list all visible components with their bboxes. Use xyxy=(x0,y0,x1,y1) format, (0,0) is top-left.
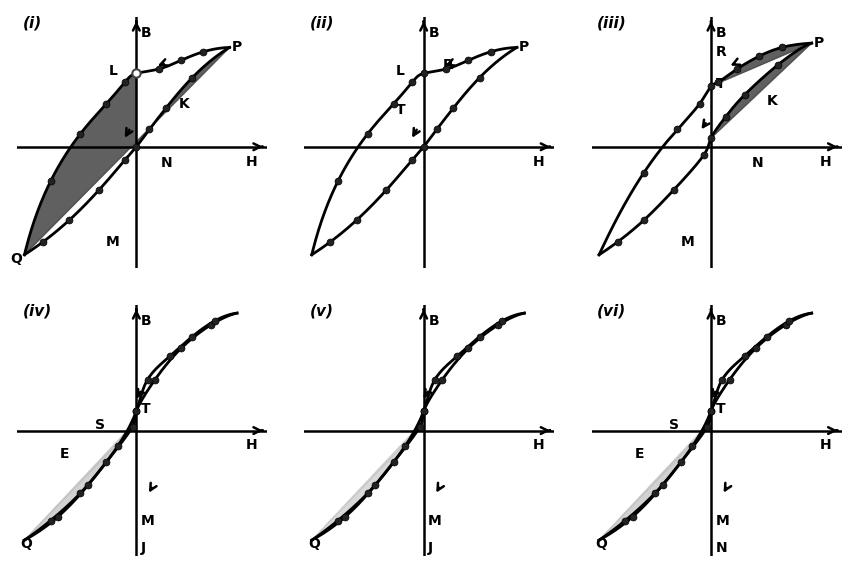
Text: H: H xyxy=(820,438,831,452)
Text: N: N xyxy=(161,156,173,170)
Polygon shape xyxy=(599,430,705,540)
Text: P: P xyxy=(231,41,241,54)
Text: M: M xyxy=(428,513,442,528)
Text: P: P xyxy=(518,41,529,54)
Text: K: K xyxy=(767,95,778,108)
Text: L: L xyxy=(109,64,117,78)
Text: (iii): (iii) xyxy=(598,15,627,30)
Text: M: M xyxy=(105,235,120,249)
Polygon shape xyxy=(25,48,230,255)
Text: Q: Q xyxy=(20,537,32,551)
Text: S: S xyxy=(669,418,679,431)
Text: N: N xyxy=(752,156,763,170)
Text: E: E xyxy=(60,447,69,461)
Text: J: J xyxy=(428,541,434,555)
Text: N: N xyxy=(716,541,727,555)
Text: M: M xyxy=(141,513,155,528)
Text: H: H xyxy=(246,155,257,168)
Polygon shape xyxy=(312,430,417,540)
Text: B: B xyxy=(141,314,152,328)
Text: B: B xyxy=(716,26,727,40)
Text: B: B xyxy=(716,314,727,328)
Text: B: B xyxy=(428,26,439,40)
Polygon shape xyxy=(25,430,130,540)
Text: H: H xyxy=(820,155,831,168)
Text: (vi): (vi) xyxy=(598,303,626,319)
Polygon shape xyxy=(706,411,711,430)
Text: Q: Q xyxy=(595,537,607,551)
Text: (v): (v) xyxy=(310,303,334,319)
Text: L: L xyxy=(396,64,405,78)
Text: H: H xyxy=(533,155,544,168)
Text: J: J xyxy=(141,541,146,555)
Text: (i): (i) xyxy=(23,15,42,30)
Text: (iv): (iv) xyxy=(23,303,52,319)
Text: T: T xyxy=(716,77,725,91)
Text: Q: Q xyxy=(308,537,320,551)
Text: P: P xyxy=(813,36,824,50)
Text: H: H xyxy=(533,438,544,452)
Text: (ii): (ii) xyxy=(310,15,334,30)
Text: T: T xyxy=(716,402,725,416)
Text: K: K xyxy=(179,97,190,111)
Text: B: B xyxy=(428,314,439,328)
Text: R: R xyxy=(716,45,726,59)
Polygon shape xyxy=(131,411,136,430)
Text: S: S xyxy=(94,418,105,431)
Polygon shape xyxy=(711,43,812,138)
Text: Q: Q xyxy=(11,252,23,266)
Text: M: M xyxy=(716,513,729,528)
Text: T: T xyxy=(141,402,150,416)
Text: R: R xyxy=(442,58,453,72)
Text: T: T xyxy=(395,103,405,117)
Text: B: B xyxy=(141,26,152,40)
Text: E: E xyxy=(634,447,643,461)
Text: H: H xyxy=(246,438,257,452)
Text: M: M xyxy=(681,235,694,249)
